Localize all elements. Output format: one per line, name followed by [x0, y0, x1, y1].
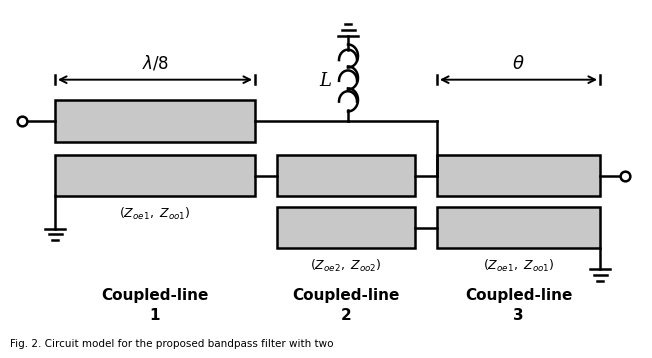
Text: 3: 3	[513, 308, 524, 323]
Text: $\lambda/8$: $\lambda/8$	[141, 54, 168, 73]
Text: Coupled-line: Coupled-line	[101, 287, 209, 303]
Bar	[277, 155, 415, 196]
Text: L: L	[319, 72, 331, 90]
Text: 2: 2	[340, 308, 351, 323]
Text: $(Z_{oe1},\ Z_{oo1})$: $(Z_{oe1},\ Z_{oo1})$	[119, 205, 191, 222]
Bar	[437, 155, 600, 196]
Bar	[55, 101, 255, 142]
Text: Coupled-line: Coupled-line	[465, 287, 572, 303]
Text: $(Z_{oe1},\ Z_{oo1})$: $(Z_{oe1},\ Z_{oo1})$	[482, 257, 554, 274]
Text: $(Z_{oe2},\ Z_{oo2})$: $(Z_{oe2},\ Z_{oo2})$	[310, 257, 382, 274]
Bar	[437, 207, 600, 248]
Text: 1: 1	[150, 308, 160, 323]
Text: Fig. 2. Circuit model for the proposed bandpass filter with two: Fig. 2. Circuit model for the proposed b…	[10, 339, 334, 349]
Text: Coupled-line: Coupled-line	[292, 287, 400, 303]
Bar	[277, 207, 415, 248]
Text: $\theta$: $\theta$	[512, 55, 525, 73]
Bar	[55, 155, 255, 196]
